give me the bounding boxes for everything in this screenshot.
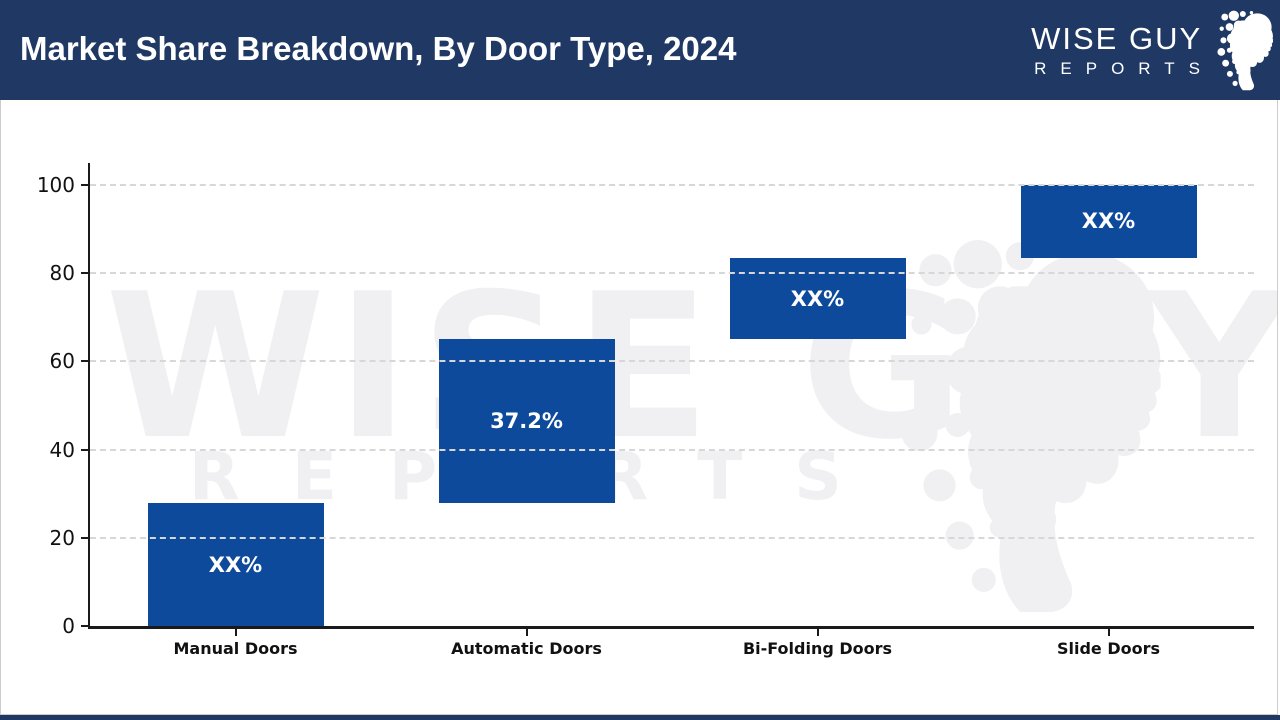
y-tick-label-40: 40 <box>49 437 75 462</box>
gridline-80 <box>90 272 1254 275</box>
y-axis <box>88 163 90 629</box>
y-tick-label-20: 20 <box>49 525 75 550</box>
x-tick-slide-doors <box>1107 629 1110 636</box>
bar-label-slide-doors: XX% <box>1081 209 1136 234</box>
footer-bar <box>0 715 1280 720</box>
y-tick-label-0: 0 <box>62 614 75 638</box>
logo-wordmark: WISE GUY <box>1031 20 1203 56</box>
gridline-20 <box>90 536 1254 539</box>
page-title: Market Share Breakdown, By Door Type, 20… <box>20 30 737 67</box>
bar-label-manual-doors: XX% <box>208 552 263 577</box>
wise-guy-logo: WISE GUY REPORTS <box>1031 4 1274 96</box>
chart-area: WISE GUY REPORTS XX%37.2%XX%XX%020406080… <box>0 100 1278 715</box>
y-tick-20 <box>81 536 88 539</box>
wise-guy-logo-text: WISE GUY REPORTS <box>1031 20 1214 79</box>
x-category-label-slide-doors: Slide Doors <box>1056 639 1161 658</box>
y-tick-40 <box>81 448 88 451</box>
bar-slide-doors <box>1020 185 1197 258</box>
x-tick-manual-doors <box>234 629 237 636</box>
bar-automatic-doors <box>438 339 615 504</box>
gridline-40 <box>90 448 1254 451</box>
bar-label-bi-folding-doors: XX% <box>790 286 845 311</box>
plot-area: XX% 37.2% XX% XX% 0 20 40 60 80 100 Manual Doors Au… <box>1 100 1277 714</box>
y-tick-60 <box>81 360 88 363</box>
y-tick-label-80: 80 <box>49 261 75 286</box>
y-tick-label-100: 100 <box>36 173 75 197</box>
header-bar: Market Share Breakdown, By Door Type, 20… <box>0 0 1280 100</box>
x-tick-bi-folding-doors <box>816 629 819 636</box>
x-category-label-bi-folding-doors: Bi-Folding Doors <box>742 639 893 658</box>
y-tick-0 <box>81 625 88 627</box>
logo-subtitle: REPORTS <box>1034 58 1214 78</box>
wise-guy-head-icon <box>1216 8 1274 92</box>
gridline-60 <box>90 360 1254 363</box>
x-category-label-automatic-doors: Automatic Doors <box>451 639 602 658</box>
bar-bi-folding-doors <box>729 257 906 340</box>
y-tick-label-60: 60 <box>49 349 75 374</box>
bar-manual-doors <box>147 503 324 626</box>
y-tick-100 <box>81 184 88 186</box>
x-tick-automatic-doors <box>525 629 528 636</box>
bar-label-automatic-doors: 37.2% <box>490 409 563 434</box>
x-axis <box>88 626 1254 629</box>
x-category-label-manual-doors: Manual Doors <box>173 639 298 658</box>
gridline-100 <box>90 184 1254 186</box>
y-tick-80 <box>81 272 88 275</box>
